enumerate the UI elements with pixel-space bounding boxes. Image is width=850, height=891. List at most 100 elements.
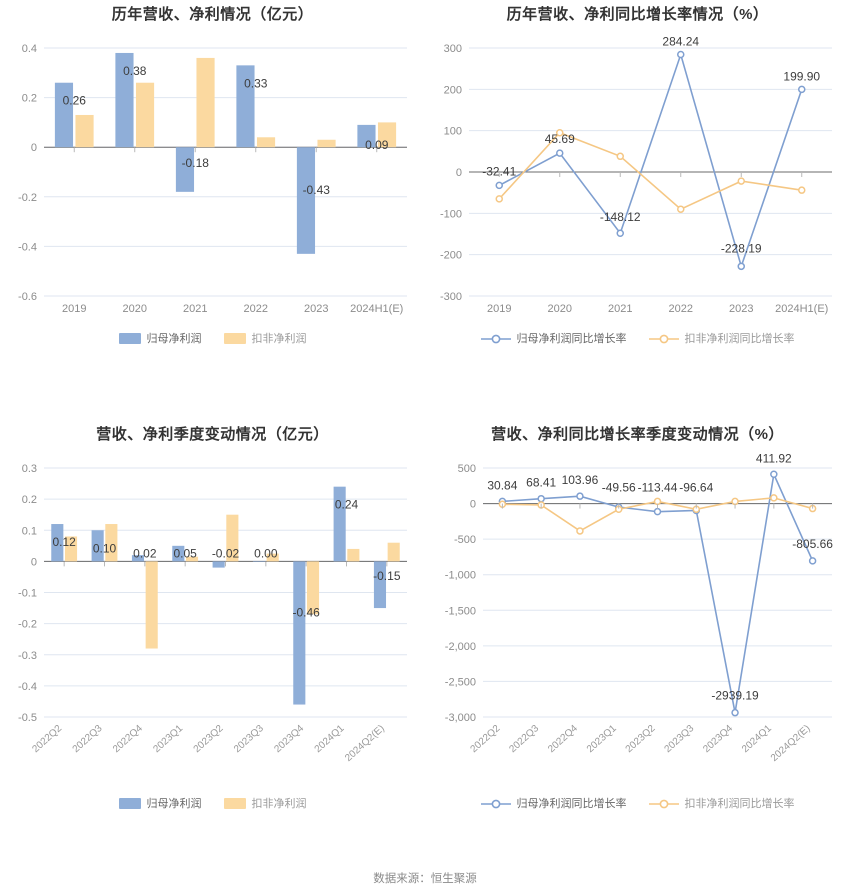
bar-2019-s2[interactable] [75, 114, 94, 148]
y-axis-tick-label: 0 [31, 142, 37, 154]
data-point-2024Q1-s2[interactable] [770, 494, 778, 502]
legend-item-1[interactable]: 归母净利润同比增长率 [480, 795, 627, 811]
data-point-2022Q3-s1[interactable] [537, 494, 545, 503]
bar-2022Q3-s2[interactable] [105, 524, 118, 562]
bar-2022Q4-s1[interactable] [131, 555, 145, 562]
bar-2023Q1-s1[interactable] [172, 545, 185, 562]
data-point-2022-s1[interactable] [677, 50, 685, 59]
data-point-2024H1E-s2[interactable] [798, 186, 806, 194]
x-axis-label: 2023 [304, 303, 328, 315]
data-point-2022Q4-s1[interactable] [576, 492, 584, 500]
data-point-2021-s1[interactable] [616, 229, 624, 237]
bar-2024Q2E-s1[interactable] [373, 561, 387, 609]
bar-2023Q2-s1[interactable] [212, 561, 225, 568]
bar-2023Q3-s1[interactable] [252, 561, 266, 562]
bar-2022Q2-s2[interactable] [64, 536, 78, 562]
data-point-2023-s1[interactable] [737, 262, 745, 271]
data-label-2022Q3: 0.10 [93, 541, 117, 555]
bar-2023Q2-s2[interactable] [226, 514, 239, 562]
bar-2022Q3-s1[interactable] [91, 530, 104, 562]
data-point-2019-s2[interactable] [495, 195, 503, 203]
data-point-2023Q4-s2[interactable] [731, 497, 739, 506]
legend-item-1[interactable]: 归母净利润 [118, 330, 202, 346]
data-point-2024H1E-s1[interactable] [798, 85, 806, 94]
data-point-2019-s1[interactable] [495, 181, 503, 190]
bar-2022Q4-s2[interactable] [145, 561, 158, 649]
data-label-2022Q4: 0.02 [133, 546, 157, 560]
data-point-2022Q4-s2[interactable] [576, 527, 584, 535]
data-label-2019: -32.41 [482, 164, 516, 178]
x-axis-label: 2024H1(E) [350, 303, 403, 315]
bar-2021-s1[interactable] [175, 147, 195, 192]
legend-item-2[interactable]: 扣非净利润 [223, 330, 307, 346]
panel-quarterly-growth: 营收、净利同比增长率季度变动情况（%） 500 0 -500 -1,000 -1,500… [425, 420, 850, 860]
bar-2023Q1-s2[interactable] [185, 556, 199, 562]
data-point-2020-s2[interactable] [556, 128, 564, 137]
bar-2024Q2E-s2[interactable] [387, 542, 400, 562]
data-point-2022-s2[interactable] [677, 205, 685, 213]
bar-2023Q3-s2[interactable] [266, 553, 279, 562]
x-axis-label: 2024Q2(E) [769, 723, 813, 764]
y-axis-tick-label: -300 [440, 291, 462, 303]
legend-item-2[interactable]: 扣非净利润同比增长率 [648, 330, 795, 346]
data-label-2022Q4: 103.96 [562, 473, 599, 487]
data-point-2023Q2-s2[interactable] [653, 497, 662, 506]
legend-item-1[interactable]: 归母净利润 [118, 795, 202, 811]
bar-2021-s2[interactable] [196, 57, 215, 148]
y-axis-tick-label: -2,000 [445, 641, 476, 653]
x-axis-label: 2023Q2 [624, 723, 658, 755]
bar-2020-s2[interactable] [135, 82, 155, 148]
data-point-2024Q1-s1[interactable] [770, 470, 778, 479]
y-axis-tick-label: 0.2 [22, 494, 37, 506]
data-label-2022Q2: 0.12 [52, 535, 76, 549]
bar-2023-s1[interactable] [296, 147, 316, 254]
y-axis-tick-label: -0.6 [18, 291, 37, 303]
data-label-2022Q2: 30.84 [487, 478, 517, 492]
data-label-2019: 0.26 [63, 94, 87, 108]
data-point-2020-s1[interactable] [556, 149, 564, 157]
legend-label: 归母净利润同比增长率 [516, 333, 627, 345]
x-axis-label: 2023Q4 [272, 723, 306, 755]
x-axis-label: 2023Q3 [232, 723, 266, 755]
legend-item-2[interactable]: 扣非净利润 [223, 795, 307, 811]
chart-legend-quarterly-profit: 归母净利润 扣非净利润 [0, 795, 425, 811]
bar-2022-s1[interactable] [236, 65, 255, 148]
legend-line-marker-icon [648, 798, 679, 809]
bar-2024Q1-s2[interactable] [347, 548, 360, 562]
legend-item-1[interactable]: 归母净利润同比增长率 [480, 330, 627, 346]
bar-2024H1E-s1[interactable] [357, 124, 376, 148]
bar-2023-s2[interactable] [317, 139, 336, 148]
data-label-2023Q3: 0.00 [254, 546, 278, 560]
data-point-2024Q2E-s1[interactable] [808, 557, 817, 565]
data-point-2021-s2[interactable] [616, 152, 624, 161]
bar-2020-s1[interactable] [115, 52, 134, 148]
chart-canvas-annual-growth: 300 200 100 0 -100 -200 -300 -32.41 45.69 -148.12… [425, 30, 850, 330]
legend-item-2[interactable]: 扣非净利润同比增长率 [648, 795, 795, 811]
data-point-2023-s2[interactable] [737, 177, 745, 185]
bar-2022-s2[interactable] [256, 137, 276, 148]
bar-2022Q2-s1[interactable] [51, 524, 64, 562]
y-axis-tick-label: -0.2 [18, 192, 37, 204]
x-axis-label: 2020 [123, 303, 147, 315]
bar-2023Q4-s2[interactable] [306, 561, 320, 615]
data-point-2023Q2-s1[interactable] [653, 507, 662, 516]
bar-2023Q4-s1[interactable] [293, 561, 306, 705]
bar-2024H1E-s2[interactable] [377, 122, 397, 148]
y-axis-tick-label: -0.5 [18, 712, 37, 724]
line-series-1 [498, 51, 803, 269]
panel-annual-growth: 历年营收、净利同比增长率情况（%） 300 200 100 0 -100 -200 -300… [425, 0, 850, 420]
legend-label: 归母净利润 [146, 333, 202, 345]
data-point-2023Q4-s1[interactable] [731, 708, 739, 717]
x-axis-label: 2022Q2 [30, 723, 64, 755]
data-label-2023: -0.43 [303, 183, 331, 197]
chart-canvas-quarterly-profit: 0.3 0.2 0.1 0 -0.1 -0.2 -0.3 -0.4 -0.5 0.12 0.10 0.… [0, 450, 425, 795]
legend-line-marker-icon [480, 333, 511, 344]
data-label-2023Q2: -113.44 [638, 481, 678, 495]
legend-swatch-icon [118, 797, 141, 809]
data-label-2023Q1: 0.05 [173, 546, 197, 560]
y-axis-tick-label: 0 [456, 167, 462, 179]
data-label-2023: -228.19 [721, 241, 762, 255]
data-label-2023Q3: -96.64 [679, 481, 713, 495]
bar-2024Q1-s1[interactable] [333, 486, 346, 562]
bar-2019-s1[interactable] [54, 82, 74, 148]
